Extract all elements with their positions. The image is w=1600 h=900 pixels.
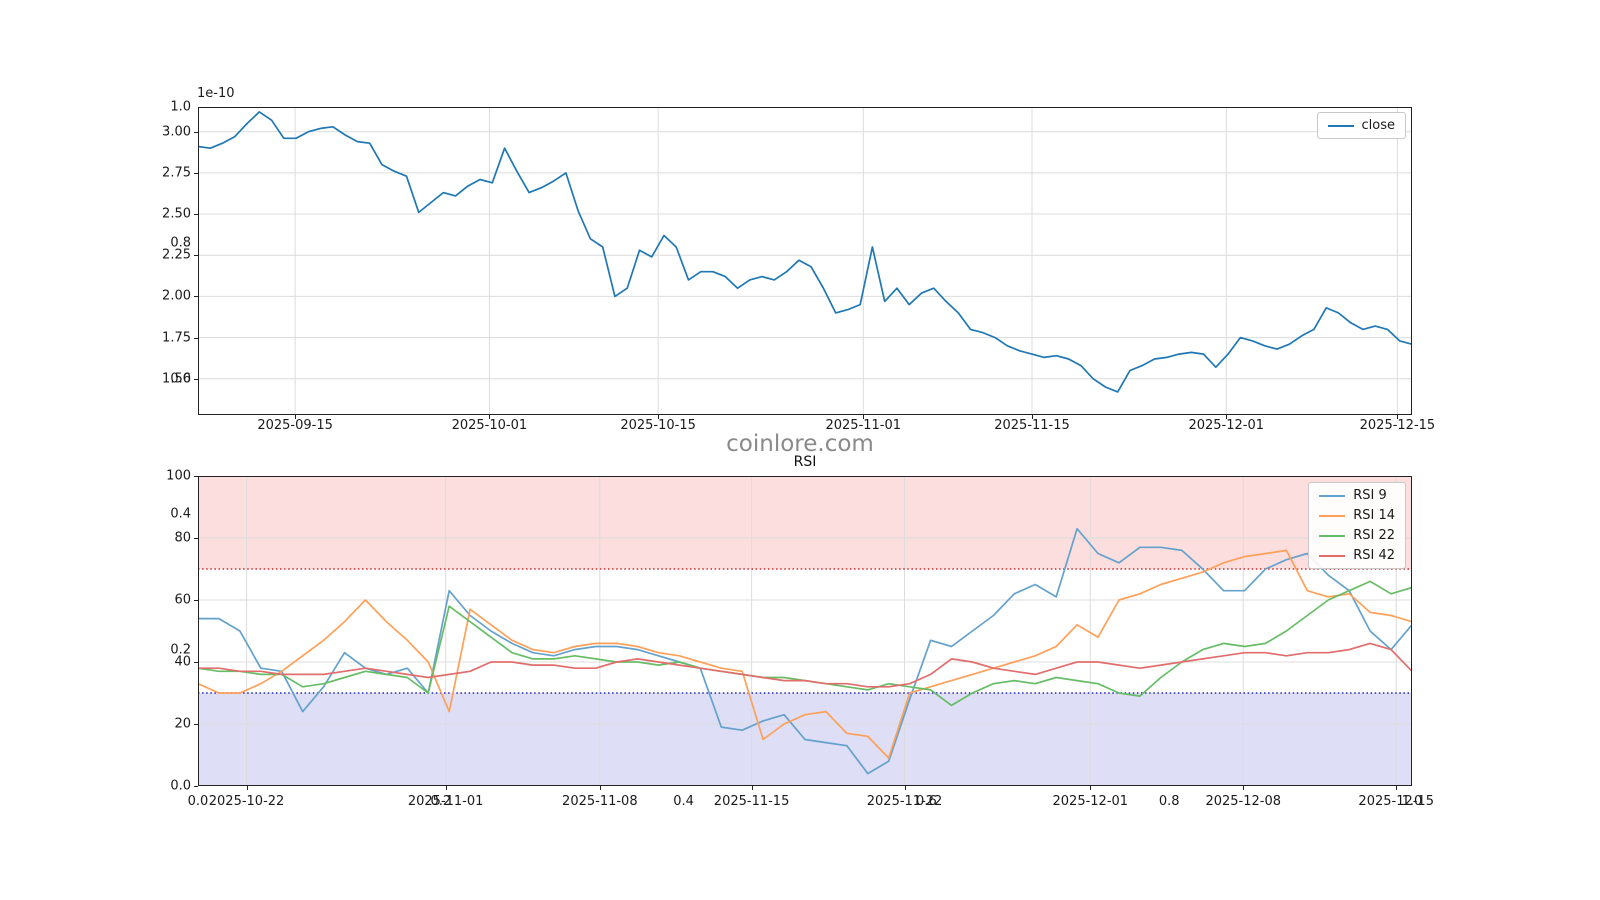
x-tick-mark xyxy=(1397,415,1399,419)
x-tick-mark xyxy=(599,786,601,790)
x-tick-label: 2025-12-08 xyxy=(1205,794,1282,809)
y-tick-mark xyxy=(194,378,198,380)
x-tick-label: 2025-10-22 xyxy=(208,794,285,809)
x-tick-label: 2025-11-15 xyxy=(713,794,790,809)
x-tick-mark xyxy=(1243,786,1245,790)
y-tick-mark xyxy=(194,786,198,787)
y-tick-label: 40 xyxy=(174,654,191,670)
watermark: coinlore.com xyxy=(726,431,874,457)
ghost-y-tick-label: 0.6 xyxy=(170,371,191,387)
x-tick-label: 2025-12-15 xyxy=(1358,794,1434,809)
rsi-chart-axes xyxy=(198,476,1412,786)
x-tick-mark xyxy=(1226,415,1228,419)
ghost-x-tick-label: 0.4 xyxy=(673,794,694,809)
y-tick-label: 60 xyxy=(174,592,191,608)
price-chart-axes xyxy=(198,107,1412,415)
x-tick-label: 2025-10-15 xyxy=(620,418,696,433)
x-tick-mark xyxy=(445,786,447,790)
x-tick-mark xyxy=(1090,786,1092,790)
ghost-x-tick-label: 0.6 xyxy=(916,794,937,809)
rsi-chart-canvas xyxy=(198,476,1412,786)
y-tick-mark xyxy=(194,255,198,257)
y-tick-label: 2.50 xyxy=(162,206,191,222)
legend: RSI 9 RSI 14 RSI 22 RSI 42 xyxy=(1308,482,1406,569)
y-tick-mark xyxy=(194,131,198,133)
ghost-x-tick-label: 1.0 xyxy=(1401,794,1423,809)
y-tick-label: 100 xyxy=(166,468,191,484)
y-tick-mark xyxy=(194,662,198,663)
x-tick-label: 2025-11-22 xyxy=(866,794,943,809)
y-tick-mark xyxy=(194,214,198,216)
x-tick-mark xyxy=(246,786,248,790)
ghost-y-tick-label: 1.0 xyxy=(170,99,191,115)
y-tick-mark xyxy=(194,600,198,601)
x-tick-mark xyxy=(863,415,865,419)
legend-line-sample xyxy=(1327,124,1354,127)
legend-item: RSI 9 xyxy=(1319,489,1395,502)
legend-label: RSI 14 xyxy=(1353,508,1395,523)
x-tick-label: 2025-11-01 xyxy=(825,418,902,433)
legend-item: RSI 22 xyxy=(1319,529,1395,542)
y-tick-mark xyxy=(194,538,198,539)
x-tick-mark xyxy=(1396,786,1398,790)
y-axis-offset-label: 1e-10 xyxy=(197,86,235,101)
ghost-y-tick-label: 0.2 xyxy=(170,642,191,658)
legend-label: RSI 9 xyxy=(1353,488,1387,503)
legend-item: RSI 14 xyxy=(1319,509,1395,522)
legend-line-sample xyxy=(1319,514,1346,517)
y-tick-label: 1.50 xyxy=(162,371,191,387)
y-tick-label: 2.00 xyxy=(162,288,191,304)
x-tick-mark xyxy=(751,786,753,790)
x-tick-label: 2025-12-15 xyxy=(1359,418,1436,433)
x-tick-mark xyxy=(904,786,906,790)
x-tick-label: 2025-09-15 xyxy=(257,418,333,433)
y-tick-mark xyxy=(194,172,198,174)
y-tick-label: 1.75 xyxy=(162,330,191,346)
x-tick-mark xyxy=(489,415,491,419)
legend-label: close xyxy=(1361,118,1395,133)
price-chart-canvas xyxy=(198,107,1412,415)
legend: close xyxy=(1316,112,1406,139)
x-tick-mark xyxy=(295,415,297,419)
legend-label: RSI 42 xyxy=(1353,548,1395,563)
y-tick-label: 3.00 xyxy=(162,124,191,140)
y-tick-mark xyxy=(194,476,198,477)
y-tick-label: 80 xyxy=(174,530,191,546)
ghost-x-tick-label: 0.0 xyxy=(187,794,209,809)
legend-line-sample xyxy=(1319,554,1346,557)
y-tick-label: 2.75 xyxy=(162,165,191,181)
ghost-x-tick-label: 0.2 xyxy=(430,794,452,809)
ghost-y-tick-label: 0.4 xyxy=(170,506,191,522)
x-tick-mark xyxy=(658,415,660,419)
x-tick-label: 2025-12-01 xyxy=(1052,794,1129,809)
y-tick-label: 0.0 xyxy=(170,778,191,794)
x-tick-label: 2025-12-01 xyxy=(1188,418,1265,433)
y-tick-mark xyxy=(194,337,198,339)
legend-line-sample xyxy=(1319,494,1346,497)
legend-label: RSI 22 xyxy=(1353,528,1395,543)
legend-line-sample xyxy=(1319,534,1346,537)
y-tick-label: 2.25 xyxy=(162,247,191,263)
x-tick-mark xyxy=(1032,415,1034,419)
y-tick-mark xyxy=(194,296,198,298)
ghost-x-tick-label: 0.8 xyxy=(1158,794,1180,809)
y-tick-label: 20 xyxy=(174,716,191,732)
x-tick-label: 2025-11-08 xyxy=(562,794,638,809)
ghost-y-tick-label: 0.8 xyxy=(170,235,191,251)
x-tick-label: 2025-10-01 xyxy=(451,418,528,433)
x-tick-label: 2025-11-01 xyxy=(407,794,484,809)
legend-item: RSI 42 xyxy=(1319,549,1395,562)
y-tick-mark xyxy=(194,724,198,725)
legend-item: close xyxy=(1327,118,1395,133)
x-tick-label: 2025-11-15 xyxy=(994,418,1070,433)
rsi-chart-title: RSI xyxy=(793,454,817,470)
